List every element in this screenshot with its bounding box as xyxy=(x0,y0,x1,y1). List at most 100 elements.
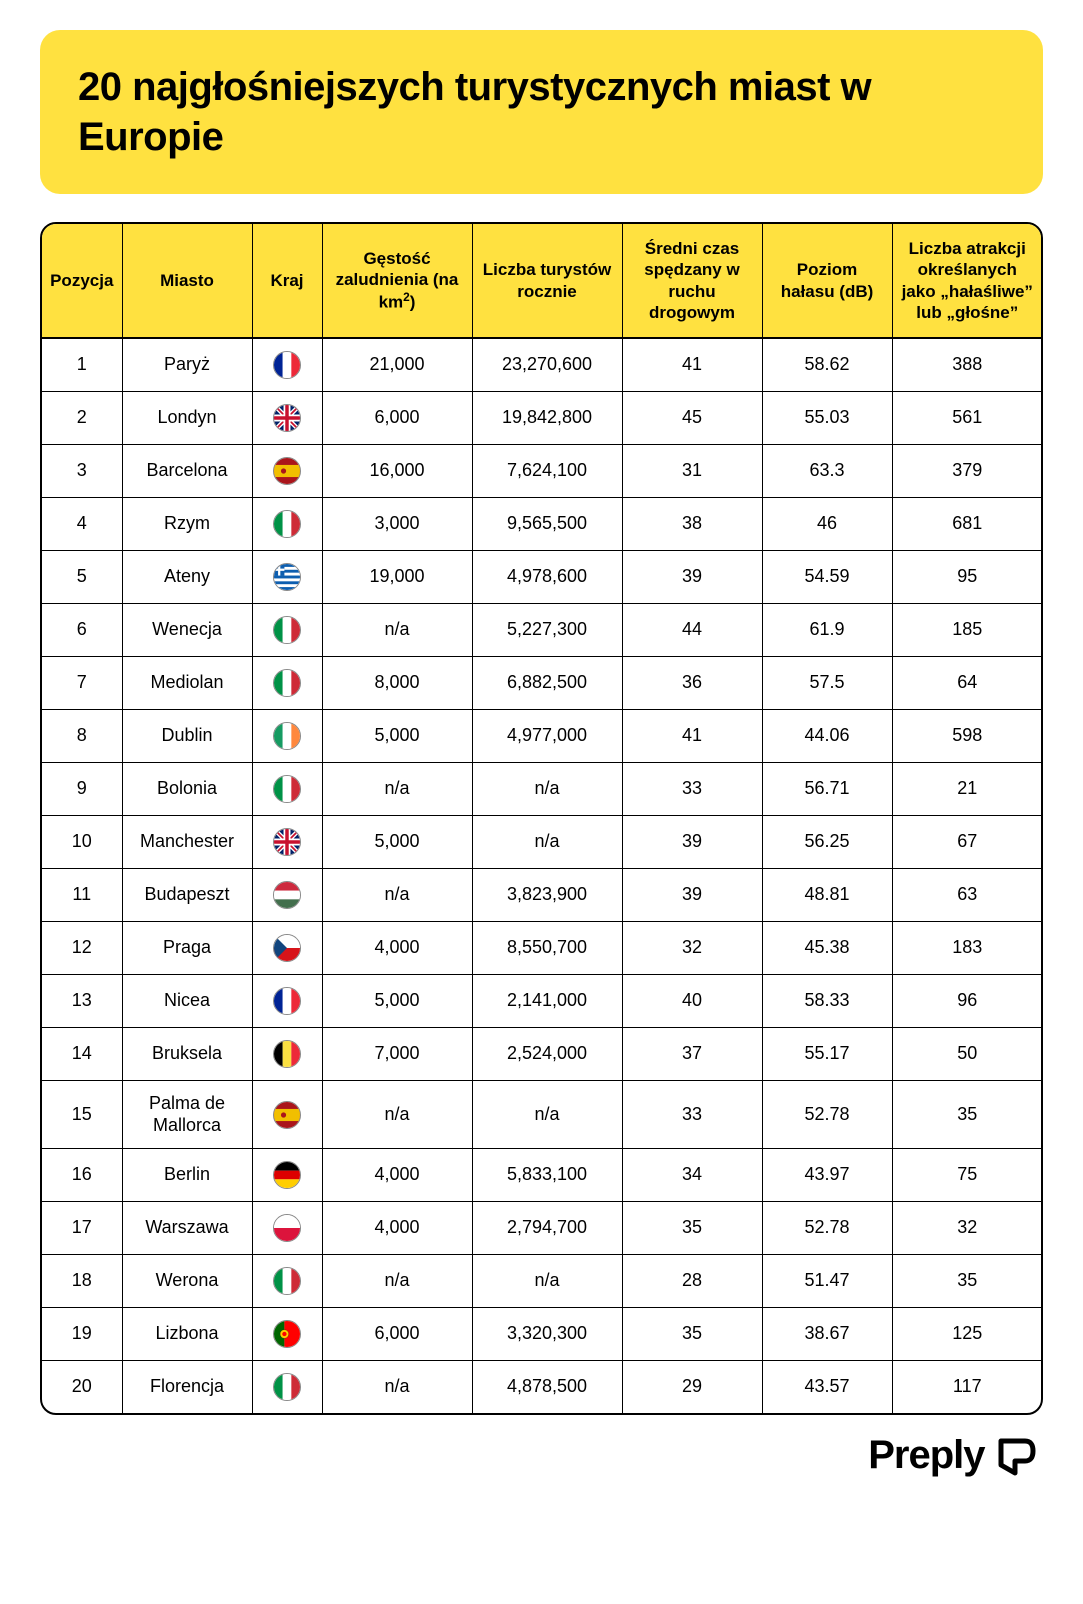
cell-city: Bolonia xyxy=(122,763,252,816)
col-header-noise: Poziom hałasu (dB) xyxy=(762,224,892,338)
cell-density: 6,000 xyxy=(322,1308,472,1361)
cell-traffic: 37 xyxy=(622,1028,762,1081)
cell-attr: 50 xyxy=(892,1028,1042,1081)
cell-noise: 52.78 xyxy=(762,1081,892,1149)
cell-tourists: 6,882,500 xyxy=(472,657,622,710)
cell-country xyxy=(252,922,322,975)
cell-country xyxy=(252,975,322,1028)
cell-tourists: 9,565,500 xyxy=(472,498,622,551)
cell-country xyxy=(252,551,322,604)
cell-country xyxy=(252,1361,322,1414)
cell-traffic: 39 xyxy=(622,816,762,869)
cell-density: 21,000 xyxy=(322,338,472,392)
cell-density: 4,000 xyxy=(322,1202,472,1255)
cell-tourists: 5,227,300 xyxy=(472,604,622,657)
cell-country xyxy=(252,1255,322,1308)
table-row: 4Rzym3,0009,565,5003846681 xyxy=(42,498,1042,551)
cell-pos: 3 xyxy=(42,445,122,498)
uk-flag-icon xyxy=(273,828,301,856)
table-row: 12Praga4,0008,550,7003245.38183 xyxy=(42,922,1042,975)
cell-attr: 598 xyxy=(892,710,1042,763)
cell-tourists: n/a xyxy=(472,1081,622,1149)
cell-density: n/a xyxy=(322,869,472,922)
cell-noise: 38.67 xyxy=(762,1308,892,1361)
table-row: 1Paryż21,00023,270,6004158.62388 xyxy=(42,338,1042,392)
cell-traffic: 36 xyxy=(622,657,762,710)
cell-pos: 8 xyxy=(42,710,122,763)
cell-attr: 96 xyxy=(892,975,1042,1028)
cell-pos: 14 xyxy=(42,1028,122,1081)
cell-traffic: 44 xyxy=(622,604,762,657)
cell-density: n/a xyxy=(322,1255,472,1308)
italy-flag-icon xyxy=(273,775,301,803)
cell-noise: 44.06 xyxy=(762,710,892,763)
cell-noise: 45.38 xyxy=(762,922,892,975)
cell-country xyxy=(252,1081,322,1149)
brand-name: Preply xyxy=(868,1433,984,1477)
cell-pos: 17 xyxy=(42,1202,122,1255)
cell-city: Londyn xyxy=(122,392,252,445)
italy-flag-icon xyxy=(273,510,301,538)
cell-density: 19,000 xyxy=(322,551,472,604)
cell-country xyxy=(252,1202,322,1255)
cell-attr: 67 xyxy=(892,816,1042,869)
cell-noise: 61.9 xyxy=(762,604,892,657)
cell-noise: 63.3 xyxy=(762,445,892,498)
table-header: PozycjaMiastoKrajGęstość zaludnienia (na… xyxy=(42,224,1042,338)
col-header-tourists: Liczba turystów rocznie xyxy=(472,224,622,338)
table-row: 2Londyn 6,00019,842,8004555.03561 xyxy=(42,392,1042,445)
france-flag-icon xyxy=(273,987,301,1015)
cell-pos: 20 xyxy=(42,1361,122,1414)
cell-country xyxy=(252,604,322,657)
cell-pos: 18 xyxy=(42,1255,122,1308)
cell-tourists: 23,270,600 xyxy=(472,338,622,392)
cell-city: Paryż xyxy=(122,338,252,392)
cell-pos: 11 xyxy=(42,869,122,922)
col-header-pos: Pozycja xyxy=(42,224,122,338)
col-header-city: Miasto xyxy=(122,224,252,338)
cell-country xyxy=(252,1308,322,1361)
cell-country xyxy=(252,445,322,498)
cell-pos: 6 xyxy=(42,604,122,657)
portugal-flag-icon xyxy=(273,1320,301,1348)
table-row: 18Weronan/an/a2851.4735 xyxy=(42,1255,1042,1308)
cell-density: 5,000 xyxy=(322,816,472,869)
table-row: 7Mediolan8,0006,882,5003657.564 xyxy=(42,657,1042,710)
cell-density: n/a xyxy=(322,763,472,816)
belgium-flag-icon xyxy=(273,1040,301,1068)
cell-noise: 52.78 xyxy=(762,1202,892,1255)
table-row: 9Bolonian/an/a3356.7121 xyxy=(42,763,1042,816)
cell-attr: 561 xyxy=(892,392,1042,445)
ranking-table: PozycjaMiastoKrajGęstość zaludnienia (na… xyxy=(42,224,1042,1413)
cell-noise: 55.17 xyxy=(762,1028,892,1081)
table-row: 8Dublin5,0004,977,0004144.06598 xyxy=(42,710,1042,763)
brand-logo-icon xyxy=(995,1435,1037,1477)
cell-traffic: 38 xyxy=(622,498,762,551)
table-row: 16Berlin4,0005,833,1003443.9775 xyxy=(42,1149,1042,1202)
cell-density: 16,000 xyxy=(322,445,472,498)
greece-flag-icon xyxy=(273,563,301,591)
cell-attr: 75 xyxy=(892,1149,1042,1202)
cell-pos: 7 xyxy=(42,657,122,710)
czech-flag-icon xyxy=(273,934,301,962)
cell-attr: 388 xyxy=(892,338,1042,392)
cell-attr: 21 xyxy=(892,763,1042,816)
cell-noise: 58.33 xyxy=(762,975,892,1028)
table-row: 11Budapesztn/a3,823,9003948.8163 xyxy=(42,869,1042,922)
table-row: 19Lizbona6,0003,320,3003538.67125 xyxy=(42,1308,1042,1361)
cell-density: n/a xyxy=(322,1361,472,1414)
cell-city: Lizbona xyxy=(122,1308,252,1361)
cell-pos: 10 xyxy=(42,816,122,869)
cell-attr: 95 xyxy=(892,551,1042,604)
cell-pos: 12 xyxy=(42,922,122,975)
germany-flag-icon xyxy=(273,1161,301,1189)
italy-flag-icon xyxy=(273,616,301,644)
col-header-traffic: Średni czas spędzany w ruchu drogowym xyxy=(622,224,762,338)
cell-attr: 64 xyxy=(892,657,1042,710)
cell-density: 5,000 xyxy=(322,710,472,763)
cell-tourists: 3,320,300 xyxy=(472,1308,622,1361)
cell-noise: 54.59 xyxy=(762,551,892,604)
cell-attr: 125 xyxy=(892,1308,1042,1361)
poland-flag-icon xyxy=(273,1214,301,1242)
cell-attr: 32 xyxy=(892,1202,1042,1255)
